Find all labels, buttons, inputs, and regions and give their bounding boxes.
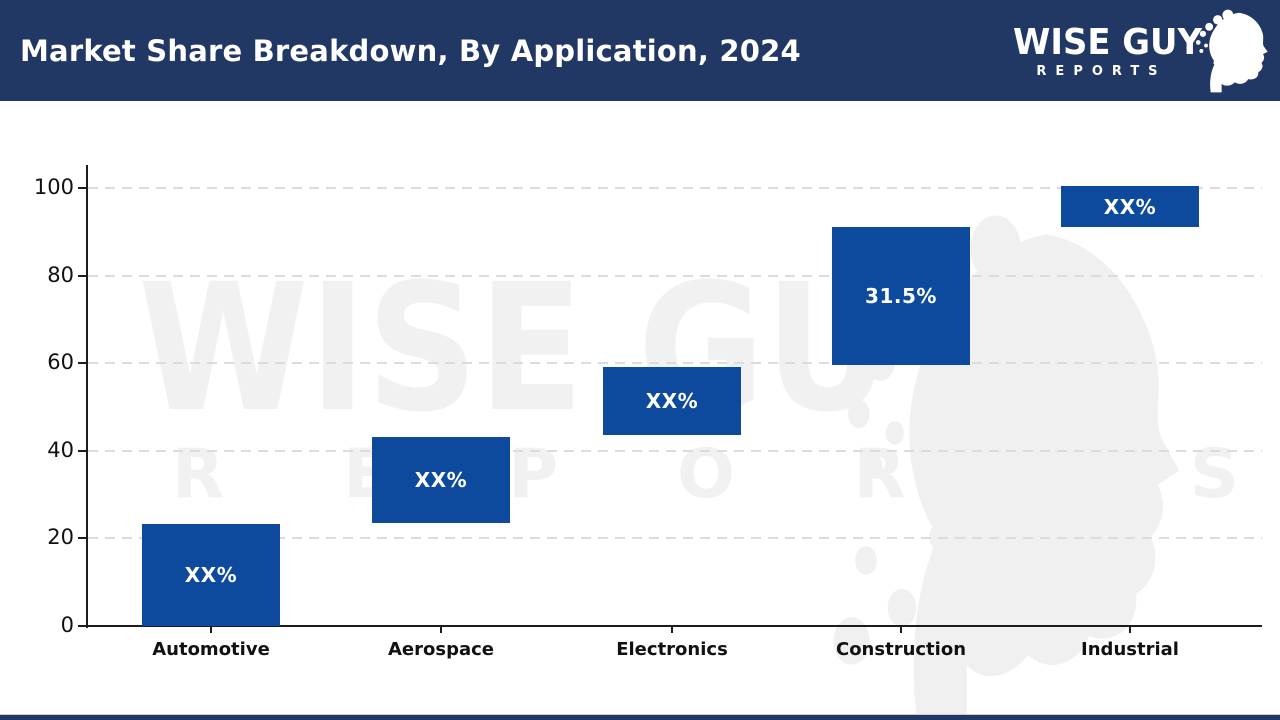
y-tick-label: 80 <box>47 262 74 287</box>
bar-electronics: XX% <box>603 366 741 436</box>
x-tick-mark <box>900 627 902 633</box>
bar-value-label: XX% <box>184 562 238 587</box>
y-axis-line <box>86 165 88 628</box>
bar-automotive: XX% <box>142 523 280 626</box>
x-tick-label-automotive: Automotive <box>152 639 270 660</box>
bar-value-label: XX% <box>414 467 468 492</box>
x-tick-label-electronics: Electronics <box>616 639 728 660</box>
x-tick-label-industrial: Industrial <box>1081 639 1179 660</box>
y-tick-label: 100 <box>33 175 74 200</box>
brand-logo: WISE GUY REPORTS <box>1001 0 1270 101</box>
x-tick-mark <box>440 627 442 633</box>
x-tick-mark <box>671 627 673 633</box>
gridline-100 <box>88 187 1262 190</box>
y-tick-label: 40 <box>47 437 74 462</box>
bar-value-label: 31.5% <box>865 284 937 309</box>
logo-wordmark-text: WISE GUY <box>1013 22 1202 63</box>
bar-value-label: XX% <box>1103 194 1157 219</box>
chart-area: WISE GUY R E P O R T S 0 20 40 60 80 100 XX% Au… <box>0 101 1280 717</box>
bar-construction: 31.5% <box>832 227 970 366</box>
y-tick-label: 20 <box>47 525 74 550</box>
bar-industrial: XX% <box>1061 186 1199 228</box>
y-tick-label: 60 <box>47 350 74 375</box>
y-tick-mark <box>78 537 86 540</box>
footer-bar <box>0 714 1280 720</box>
gridline-60 <box>88 362 1262 365</box>
y-tick-mark <box>78 449 86 452</box>
y-tick-mark <box>78 625 86 627</box>
y-tick-mark <box>78 362 86 365</box>
plot: 0 20 40 60 80 100 XX% Automotive XX% Aerospace XX%… <box>0 101 1280 714</box>
x-axis-line <box>86 625 1262 627</box>
logo-wordmark: WISE GUY REPORTS <box>1001 22 1202 79</box>
x-tick-label-construction: Construction <box>835 639 967 660</box>
gridline-80 <box>88 274 1262 277</box>
logo-face-icon <box>1195 9 1268 92</box>
x-tick-label-aerospace: Aerospace <box>387 639 494 660</box>
x-tick-mark <box>210 627 212 633</box>
logo-subtext: REPORTS <box>1036 64 1167 79</box>
bar-aerospace: XX% <box>372 436 510 523</box>
gridline-40 <box>88 449 1262 452</box>
y-tick-mark <box>78 274 86 277</box>
x-tick-mark <box>1129 627 1131 633</box>
y-tick-mark <box>78 187 86 190</box>
page-title: Market Share Breakdown, By Application, … <box>20 33 801 68</box>
bar-value-label: XX% <box>645 388 699 413</box>
y-tick-label: 0 <box>60 613 74 637</box>
header: Market Share Breakdown, By Application, … <box>0 0 1280 101</box>
gridline-20 <box>88 537 1262 540</box>
